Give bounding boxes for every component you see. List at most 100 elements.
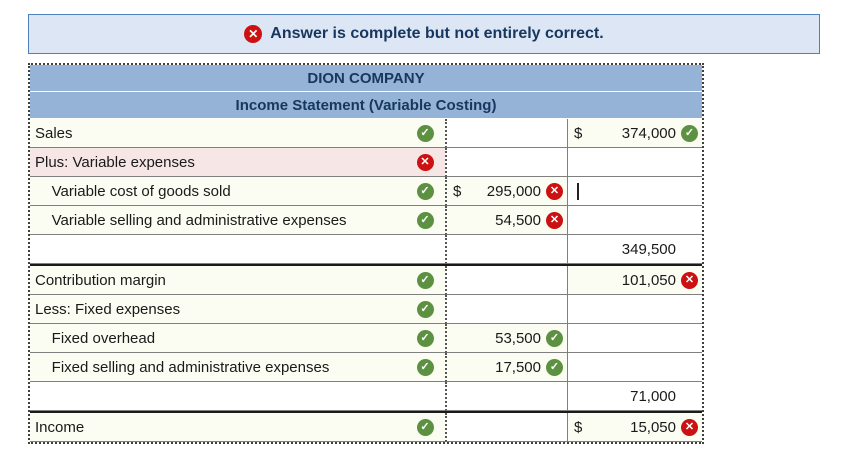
check-icon [416,329,434,347]
label-status-cell [405,235,445,264]
statement-title-header: Income Statement (Variable Costing) [30,92,702,119]
amount-value: 17,500 [495,358,541,376]
account-label-cell[interactable]: Variable selling and administrative expe… [30,206,405,235]
account-label: Fixed selling and administrative expense… [35,358,330,376]
amount-cell-col1 [445,295,567,324]
account-label-cell [30,382,405,411]
check-icon [416,211,434,229]
label-status-cell [405,266,445,295]
amount-cell-col1 [445,235,567,264]
x-icon [546,211,563,229]
error-circle-icon [244,25,263,43]
statement-row: Income $15,050 [30,411,702,442]
account-label: Variable cost of goods sold [35,182,231,200]
result-message: Answer is complete but not entirely corr… [270,25,604,42]
account-label: Less: Fixed expenses [35,300,181,318]
x-icon [681,271,698,289]
amount-cell-col2[interactable]: $15,050 [567,413,702,442]
dollar-sign: $ [453,182,462,200]
x-icon [681,418,698,436]
statement-row: Variable cost of goods sold $295,000 [30,177,702,206]
account-label-cell[interactable]: Plus: Variable expenses [30,148,405,177]
label-status-cell [405,413,445,442]
amount-value: 101,050 [621,271,676,289]
account-label-cell[interactable]: Less: Fixed expenses [30,295,405,324]
text-cursor [577,182,579,200]
check-icon [416,124,434,142]
amount-cell-col1[interactable]: 17,500 [445,353,567,382]
check-icon [416,418,434,436]
statement-row: Sales $374,000 [30,119,702,148]
amount-cell-col2 [567,206,702,235]
label-status-cell [405,295,445,324]
check-icon [416,182,434,200]
amount-cell-col2 [567,353,702,382]
amount-value: 15,050 [630,418,676,436]
label-status-cell [405,148,445,177]
amount-value: 295,000 [486,182,541,200]
label-status-cell [405,177,445,206]
account-label-cell[interactable]: Fixed selling and administrative expense… [30,353,405,382]
account-label-cell[interactable]: Sales [30,119,405,148]
statement-row: 349,500 [30,235,702,264]
statement-row: 71,000 [30,382,702,411]
account-label-cell[interactable]: Contribution margin [30,266,405,295]
amount-cell-col2: 101,050 [567,266,702,295]
amount-cell-col2[interactable] [567,177,702,206]
label-status-cell [405,382,445,411]
amount-cell-col1 [445,148,567,177]
amount-cell-col1[interactable]: 53,500 [445,324,567,353]
label-status-cell [405,324,445,353]
statement-row: Contribution margin 101,050 [30,264,702,295]
income-statement-table: DION COMPANY Income Statement (Variable … [28,63,704,444]
label-status-cell [405,119,445,148]
label-status-cell [405,353,445,382]
amount-value: 53,500 [495,329,541,347]
check-icon [681,124,698,142]
amount-value: 71,000 [630,387,676,405]
statement-row: Variable selling and administrative expe… [30,206,702,235]
statement-row: Fixed overhead 53,500 [30,324,702,353]
amount-cell-col2 [567,295,702,324]
amount-cell-col2 [567,324,702,353]
account-label: Income [35,418,85,436]
amount-value: 349,500 [621,240,676,258]
statement-row: Fixed selling and administrative expense… [30,353,702,382]
account-label-cell [30,235,405,264]
check-icon [416,271,434,289]
result-banner: Answer is complete but not entirely corr… [28,14,820,54]
amount-value: 54,500 [495,211,541,229]
account-label: Fixed overhead [35,329,156,347]
account-label-cell[interactable]: Fixed overhead [30,324,405,353]
dollar-sign: $ [574,418,583,436]
check-icon [546,329,563,347]
dollar-sign: $ [574,124,583,142]
account-label: Contribution margin [35,271,166,289]
account-label: Variable selling and administrative expe… [35,211,347,229]
x-icon [416,153,434,171]
amount-value: 374,000 [621,124,676,142]
amount-cell-col2[interactable]: $374,000 [567,119,702,148]
amount-cell-col1 [445,382,567,411]
amount-cell-col1 [445,119,567,148]
amount-cell-col1 [445,413,567,442]
check-icon [416,358,434,376]
account-label: Sales [35,124,73,142]
amount-cell-col2: 349,500 [567,235,702,264]
x-icon [546,182,563,200]
amount-cell-col1[interactable]: 54,500 [445,206,567,235]
amount-cell-col2: 71,000 [567,382,702,411]
amount-cell-col1 [445,266,567,295]
account-label-cell[interactable]: Income [30,413,405,442]
check-icon [416,300,434,318]
account-label: Plus: Variable expenses [35,153,195,171]
check-icon [546,358,563,376]
amount-cell-col2 [567,148,702,177]
statement-row: Plus: Variable expenses [30,148,702,177]
account-label-cell[interactable]: Variable cost of goods sold [30,177,405,206]
amount-cell-col1[interactable]: $295,000 [445,177,567,206]
statement-row: Less: Fixed expenses [30,295,702,324]
company-name-header: DION COMPANY [30,65,702,92]
label-status-cell [405,206,445,235]
